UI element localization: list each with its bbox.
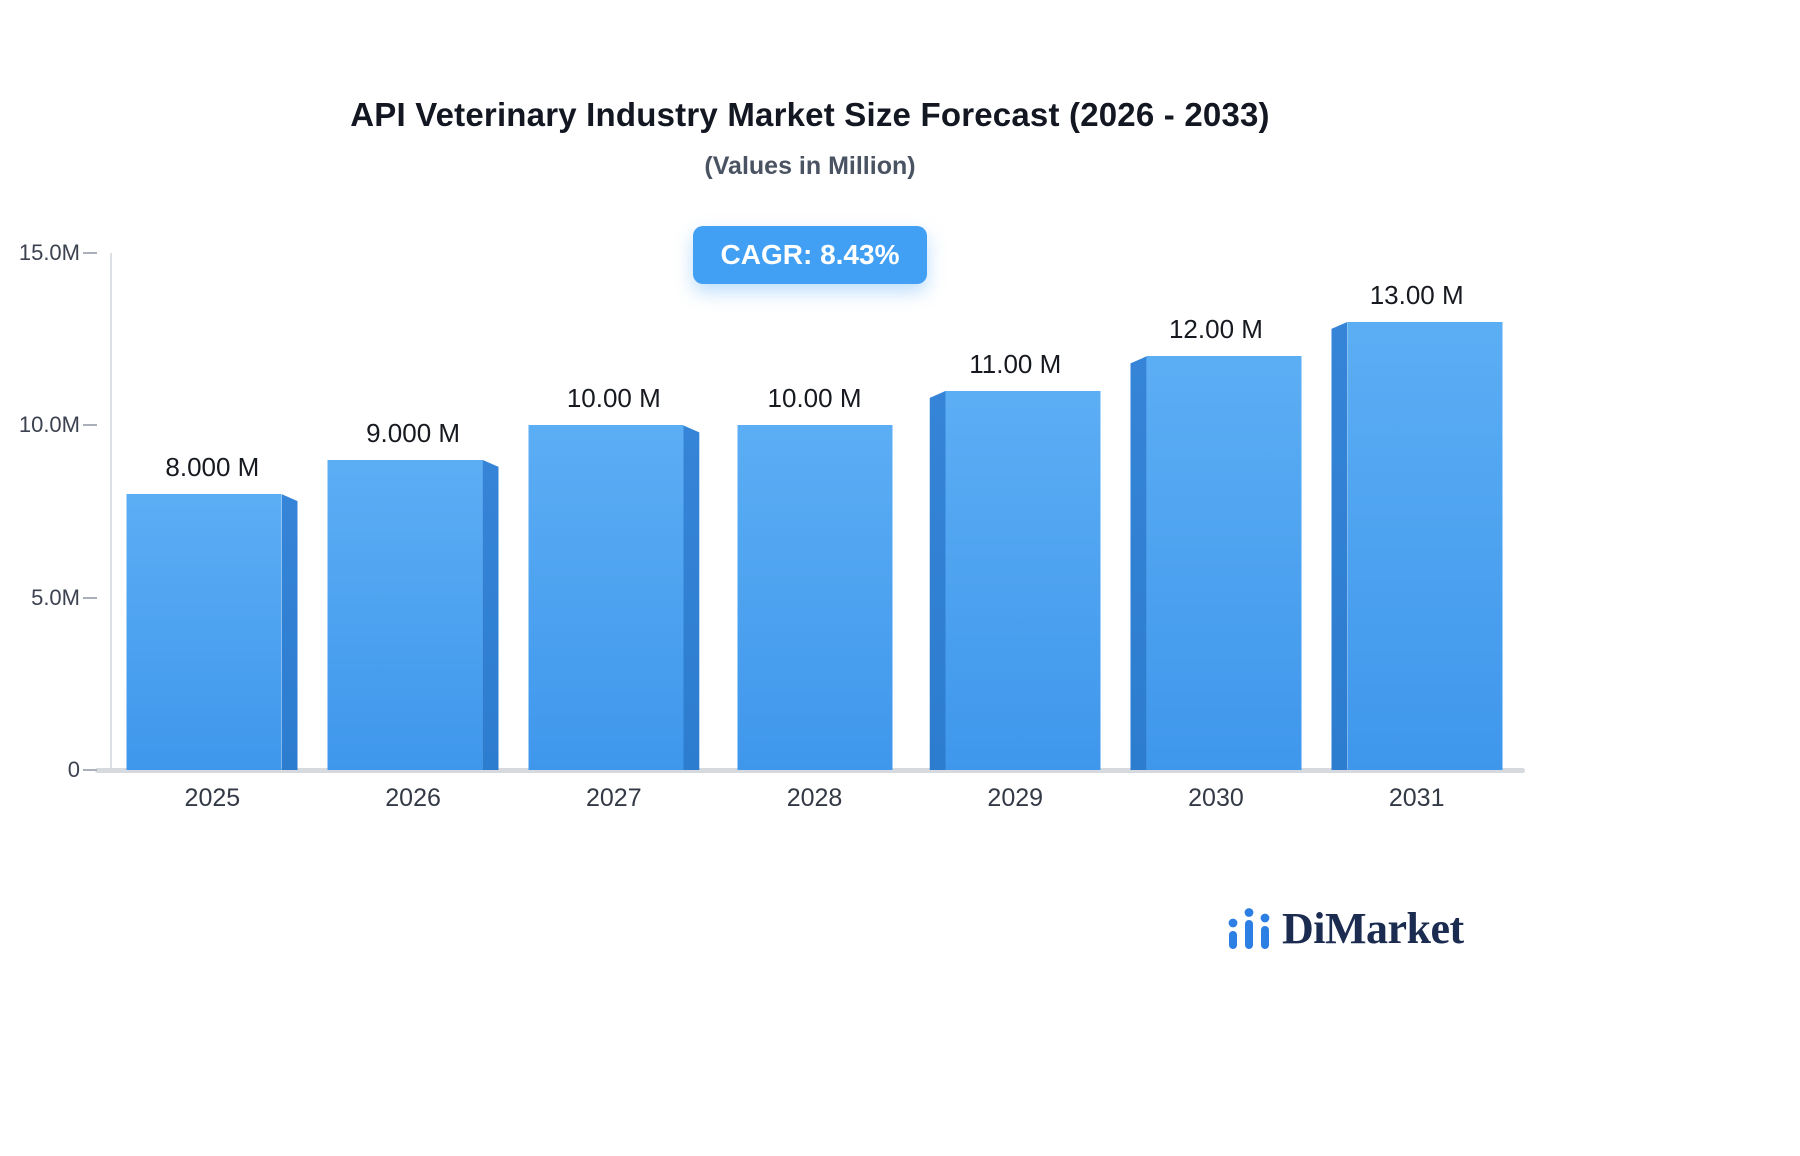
bar-value-label: 9.000 M: [366, 417, 461, 448]
bars-container: 8.000 M 9.000 M 10.00 M 10.00 M 11.00 M 12.00…: [112, 253, 1517, 770]
cagr-badge-row: CAGR: 8.43%: [0, 226, 1620, 284]
x-axis-labels: 2025 2026 2027 2028 2029 2030 2031: [112, 784, 1517, 813]
bar-face: [126, 494, 282, 770]
bar-slot: 10.00 M: [513, 253, 714, 770]
x-axis-label: 2030: [1188, 784, 1244, 812]
bar-2028: 10.00 M: [729, 383, 900, 770]
bar-value-label: 11.00 M: [969, 348, 1062, 379]
bar-value-label: 12.00 M: [1168, 314, 1263, 345]
bar-2030: 12.00 M: [1130, 314, 1302, 770]
y-axis-tick-mark: [83, 596, 97, 599]
chart-title: API Veterinary Industry Market Size Fore…: [350, 96, 1270, 133]
y-axis-line: [110, 253, 112, 770]
x-axis-label: 2027: [585, 784, 642, 812]
bar-slot: 13.00 M: [1316, 253, 1517, 770]
bar-3d-edge: [929, 390, 946, 770]
bar-2027: 10.00 M: [528, 383, 700, 770]
bar-chart-dots-icon: [1228, 907, 1270, 949]
y-axis-tick-mark: [83, 252, 97, 254]
brand-name: DiMarket: [1282, 904, 1464, 953]
y-axis-tick-label: 10.0M: [18, 412, 80, 438]
x-axis-line: [95, 768, 1525, 773]
x-axis-label: 2029: [987, 784, 1044, 812]
bar-2026: 9.000 M: [327, 418, 499, 770]
bar-face: [1146, 356, 1302, 770]
bar-3d-edge: [1331, 321, 1348, 770]
bar-face: [528, 425, 684, 770]
y-axis-tick-mark: [83, 424, 97, 427]
bar-2029: 11.00 M: [929, 349, 1101, 770]
bar-value-label: 13.00 M: [1369, 279, 1464, 310]
bar-face: [1347, 321, 1503, 770]
bar-3d-edge: [1130, 356, 1147, 770]
y-axis-tick-label: 5.0M: [31, 584, 80, 610]
bar-3d-edge: [281, 494, 298, 770]
bar-slot: 8.000 M: [112, 253, 313, 770]
bar-value-label: 8.000 M: [165, 452, 260, 483]
bar-3d-edge: [683, 425, 700, 770]
bar-value-label: 10.00 M: [767, 383, 862, 414]
bar-face: [945, 390, 1101, 770]
y-axis-tick-label: 15.0M: [18, 240, 80, 265]
x-axis-label: 2028: [786, 784, 843, 812]
plot-area: 15.0M 10.0M 5.0M 0 8.000 M 9.000 M 10.00 M 10.…: [19, 240, 1525, 812]
bar-slot: 9.000 M: [313, 253, 514, 770]
cagr-badge-label: CAGR: 8.43%: [720, 239, 900, 270]
brand-logo: DiMarket: [1226, 903, 1464, 954]
bar-2025: 8.000 M: [126, 452, 298, 770]
bar-face: [737, 425, 893, 770]
y-axis-tick-mark: [83, 769, 97, 771]
bar-2031: 13.00 M: [1331, 280, 1503, 770]
bar-slot: 11.00 M: [915, 253, 1116, 770]
bar-3d-edge: [482, 459, 499, 770]
cagr-badge: CAGR: 8.43%: [692, 226, 928, 284]
bar-slot: 12.00 M: [1116, 253, 1317, 770]
x-axis-label: 2026: [385, 784, 441, 812]
x-axis-label: 2031: [1388, 784, 1445, 812]
bar-face: [327, 459, 483, 770]
y-axis-tick-label: 0: [67, 757, 80, 782]
chart-subtitle: (Values in Million): [704, 152, 916, 180]
bar-value-label: 10.00 M: [566, 383, 661, 414]
bar-slot: 10.00 M: [714, 253, 915, 770]
x-axis-label: 2025: [184, 784, 241, 812]
chart-header: API Veterinary Industry Market Size Fore…: [0, 0, 1620, 181]
